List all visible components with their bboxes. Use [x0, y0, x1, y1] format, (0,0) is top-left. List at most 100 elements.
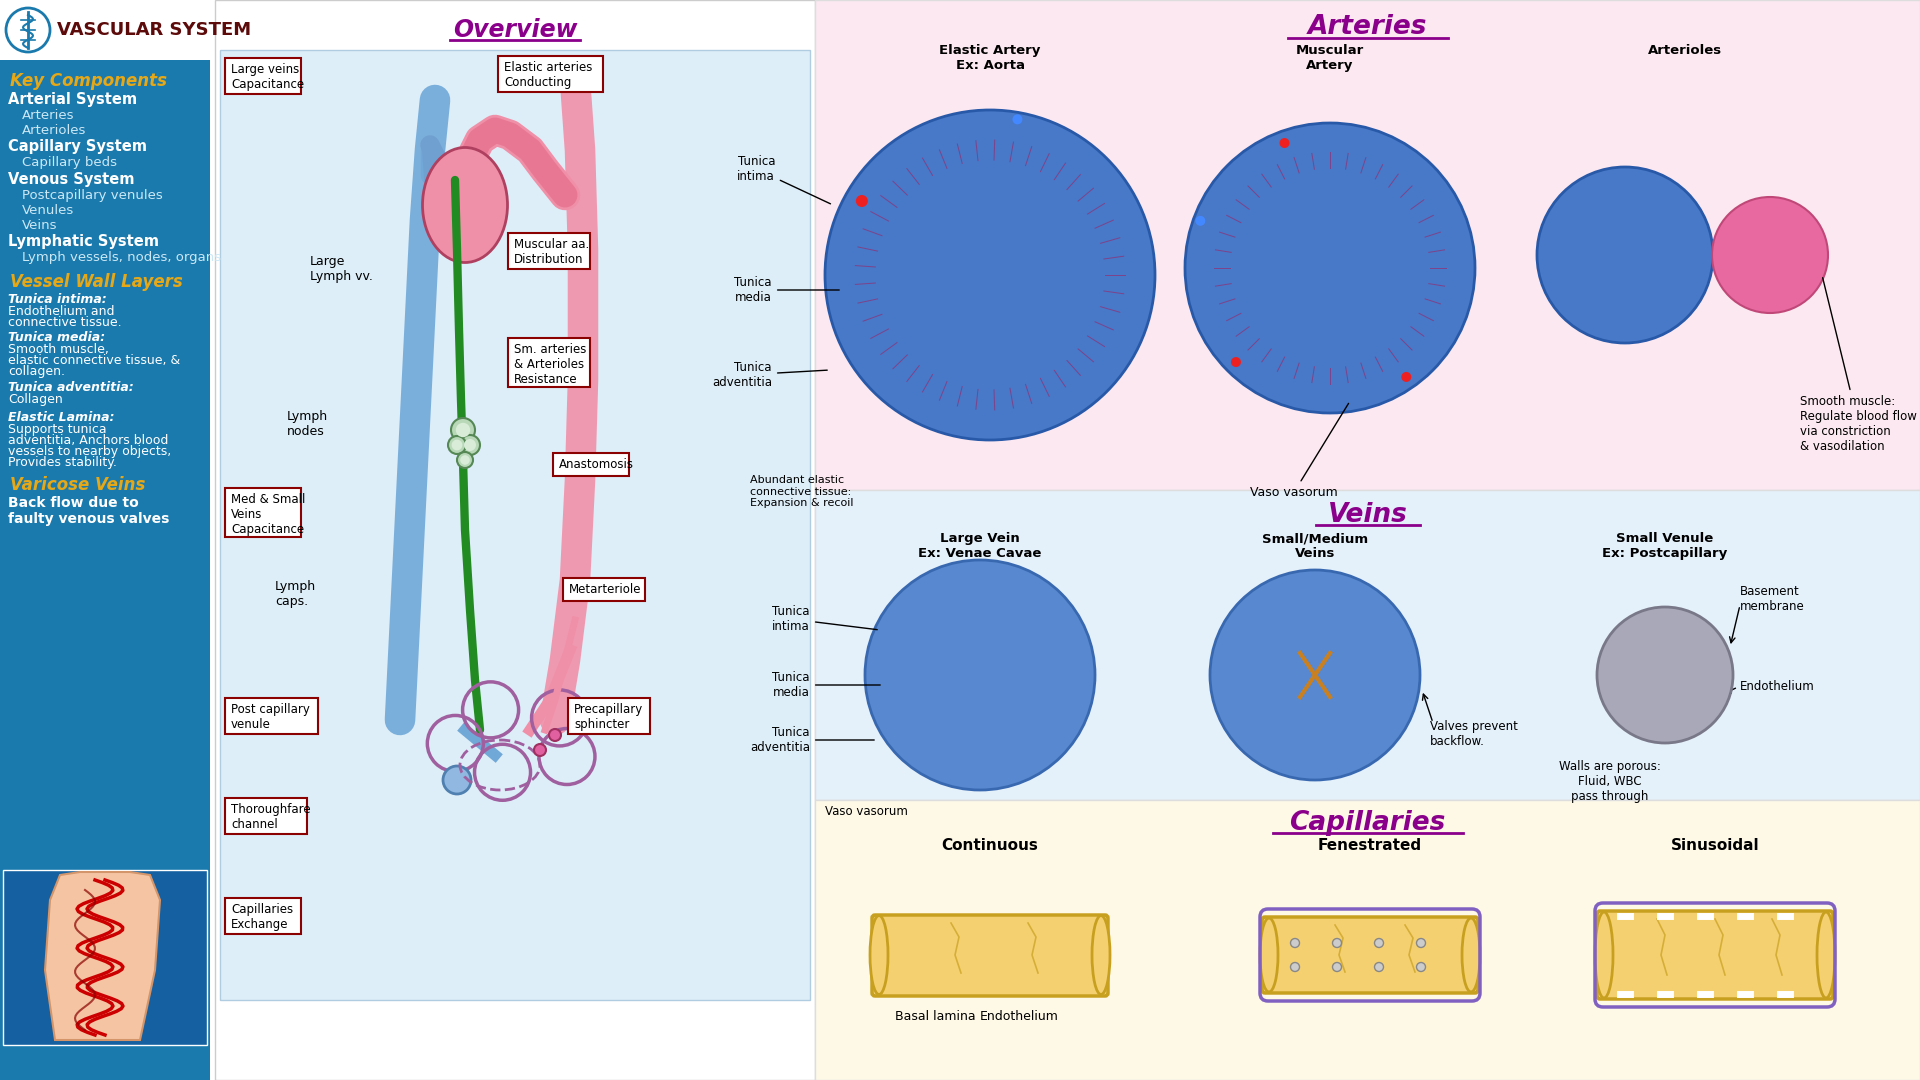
- Circle shape: [6, 8, 50, 52]
- Circle shape: [893, 178, 1087, 372]
- Text: Tunica
media: Tunica media: [735, 276, 839, 303]
- Circle shape: [1713, 197, 1828, 313]
- Text: Small/Medium
Veins: Small/Medium Veins: [1261, 532, 1369, 561]
- Circle shape: [1741, 226, 1799, 284]
- Circle shape: [1417, 939, 1425, 947]
- Circle shape: [1538, 167, 1713, 343]
- Text: Smooth muscle:
Regulate blood flow
via constriction
& vasodilation: Smooth muscle: Regulate blood flow via c…: [1801, 278, 1916, 453]
- Text: Tunica
media: Tunica media: [772, 671, 879, 699]
- FancyBboxPatch shape: [225, 698, 319, 734]
- Circle shape: [1375, 962, 1384, 972]
- Text: Venous System: Venous System: [8, 172, 134, 187]
- Circle shape: [1734, 219, 1807, 291]
- Text: Arteries: Arteries: [21, 109, 75, 122]
- Text: Basement
membrane: Basement membrane: [1740, 585, 1805, 613]
- Polygon shape: [44, 872, 159, 1040]
- Text: Large Vein
Ex: Venae Cavae: Large Vein Ex: Venae Cavae: [918, 532, 1043, 561]
- FancyBboxPatch shape: [814, 490, 1920, 800]
- Text: Precapillary
sphincter: Precapillary sphincter: [574, 703, 643, 731]
- Circle shape: [457, 453, 472, 468]
- Circle shape: [1548, 178, 1701, 332]
- Text: Lymph
caps.: Lymph caps.: [275, 580, 317, 608]
- Circle shape: [1611, 621, 1718, 729]
- Circle shape: [451, 440, 463, 450]
- Ellipse shape: [1816, 912, 1836, 998]
- Circle shape: [1258, 617, 1373, 733]
- Text: Thoroughfare
channel: Thoroughfare channel: [230, 804, 311, 831]
- Text: Capillary beds: Capillary beds: [21, 156, 117, 168]
- Text: Post capillary
venule: Post capillary venule: [230, 703, 309, 731]
- Ellipse shape: [1461, 918, 1480, 993]
- Ellipse shape: [1596, 912, 1613, 998]
- Ellipse shape: [422, 148, 507, 262]
- Circle shape: [1217, 578, 1411, 772]
- Circle shape: [455, 422, 470, 437]
- Text: Arterial System: Arterial System: [8, 92, 136, 107]
- FancyBboxPatch shape: [225, 798, 307, 834]
- FancyBboxPatch shape: [563, 578, 645, 600]
- Text: Vaso vasorum: Vaso vasorum: [826, 805, 908, 818]
- Circle shape: [1605, 616, 1724, 734]
- Text: Walls are porous:
Fluid, WBC
pass through: Walls are porous: Fluid, WBC pass throug…: [1559, 760, 1661, 804]
- Text: Valves prevent
backflow.: Valves prevent backflow.: [1430, 720, 1519, 748]
- Circle shape: [451, 418, 474, 442]
- Circle shape: [1597, 607, 1734, 743]
- Circle shape: [461, 435, 480, 455]
- Circle shape: [1332, 939, 1342, 947]
- Text: Elastic Lamina:: Elastic Lamina:: [8, 411, 115, 424]
- Circle shape: [1576, 207, 1672, 303]
- Circle shape: [908, 193, 1071, 357]
- Text: Smooth muscle,: Smooth muscle,: [8, 343, 109, 356]
- Text: Back flow due to
faulty venous valves: Back flow due to faulty venous valves: [8, 496, 169, 526]
- Text: vessels to nearby objects,: vessels to nearby objects,: [8, 445, 171, 458]
- Text: Continuous: Continuous: [941, 838, 1039, 853]
- Text: Arteries: Arteries: [1308, 14, 1427, 40]
- Text: Muscular
Artery: Muscular Artery: [1296, 44, 1363, 72]
- Text: collagen.: collagen.: [8, 365, 65, 378]
- Circle shape: [447, 436, 467, 454]
- Circle shape: [826, 110, 1156, 440]
- Circle shape: [925, 621, 1035, 729]
- Text: Metarteriole: Metarteriole: [568, 583, 641, 596]
- Text: Supports tunica: Supports tunica: [8, 423, 108, 436]
- Circle shape: [1279, 138, 1290, 148]
- FancyBboxPatch shape: [568, 698, 649, 734]
- Text: Basal lamina: Basal lamina: [895, 1010, 975, 1023]
- Text: Overview: Overview: [453, 18, 578, 42]
- FancyBboxPatch shape: [509, 338, 589, 387]
- Circle shape: [461, 455, 470, 464]
- FancyBboxPatch shape: [497, 56, 603, 92]
- FancyBboxPatch shape: [872, 915, 1108, 996]
- Circle shape: [1012, 114, 1023, 124]
- Ellipse shape: [1092, 916, 1110, 995]
- Circle shape: [1210, 570, 1421, 780]
- Text: Endothelium: Endothelium: [979, 1010, 1058, 1023]
- Circle shape: [534, 744, 545, 756]
- Text: Venules: Venules: [21, 204, 75, 217]
- Text: Key Components: Key Components: [10, 72, 167, 90]
- Circle shape: [1332, 962, 1342, 972]
- Text: Tunica
intima: Tunica intima: [737, 156, 831, 204]
- Text: Collagen: Collagen: [8, 393, 63, 406]
- Circle shape: [879, 573, 1081, 777]
- Circle shape: [465, 438, 476, 451]
- Text: Muscular aa.
Distribution: Muscular aa. Distribution: [515, 238, 589, 266]
- Text: Sinusoidal: Sinusoidal: [1670, 838, 1759, 853]
- Text: Veins: Veins: [21, 219, 58, 232]
- Circle shape: [1192, 131, 1467, 405]
- Circle shape: [856, 195, 868, 207]
- Text: Lymphatic System: Lymphatic System: [8, 234, 159, 249]
- Ellipse shape: [1260, 918, 1279, 993]
- Circle shape: [833, 118, 1146, 432]
- Text: Veins: Veins: [1327, 502, 1407, 528]
- FancyBboxPatch shape: [553, 453, 628, 476]
- FancyBboxPatch shape: [814, 0, 1920, 490]
- Text: Tunica
adventitia: Tunica adventitia: [712, 361, 828, 389]
- Ellipse shape: [870, 916, 887, 995]
- Text: Elastic arteries
Conducting: Elastic arteries Conducting: [503, 60, 593, 89]
- Text: Sm. arteries
& Arterioles
Resistance: Sm. arteries & Arterioles Resistance: [515, 343, 586, 386]
- Circle shape: [1196, 135, 1463, 401]
- Text: Varicose Veins: Varicose Veins: [10, 476, 146, 494]
- FancyBboxPatch shape: [1597, 912, 1834, 999]
- Text: Tunica intima:: Tunica intima:: [8, 293, 108, 306]
